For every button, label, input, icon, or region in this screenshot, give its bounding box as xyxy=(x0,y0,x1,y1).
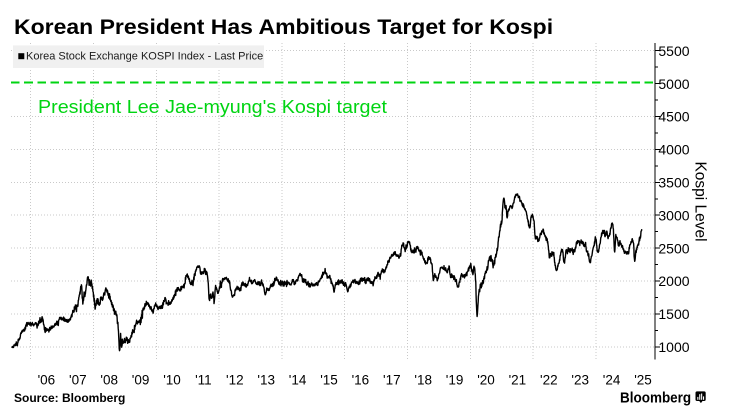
svg-text:'16: '16 xyxy=(352,373,370,388)
svg-text:4500: 4500 xyxy=(658,109,689,125)
svg-text:Korean President Has Ambitious: Korean President Has Ambitious Target fo… xyxy=(14,15,553,39)
svg-text:'13: '13 xyxy=(257,373,275,388)
svg-text:Kospi Level: Kospi Level xyxy=(692,161,709,241)
svg-text:Source: Bloomberg: Source: Bloomberg xyxy=(14,391,125,405)
svg-text:'11: '11 xyxy=(195,373,212,388)
svg-text:'15: '15 xyxy=(320,373,338,388)
svg-text:'14: '14 xyxy=(289,373,307,388)
svg-text:'18: '18 xyxy=(414,373,432,388)
svg-text:'20: '20 xyxy=(477,373,495,388)
svg-text:3000: 3000 xyxy=(658,207,689,223)
svg-text:5000: 5000 xyxy=(658,76,689,92)
svg-text:Korea Stock Exchange KOSPI Ind: Korea Stock Exchange KOSPI Index - Last … xyxy=(26,51,263,63)
svg-text:1500: 1500 xyxy=(658,306,689,322)
svg-text:'12: '12 xyxy=(226,373,244,388)
svg-text:'06: '06 xyxy=(38,373,56,388)
svg-text:4000: 4000 xyxy=(658,142,689,158)
svg-text:'19: '19 xyxy=(446,373,464,388)
svg-text:'22: '22 xyxy=(540,373,558,388)
svg-text:3500: 3500 xyxy=(658,175,689,191)
svg-text:'21: '21 xyxy=(509,373,527,388)
svg-text:'17: '17 xyxy=(383,373,401,388)
svg-text:'07: '07 xyxy=(69,373,87,388)
svg-text:'23: '23 xyxy=(571,373,589,388)
svg-text:5500: 5500 xyxy=(658,43,689,59)
svg-text:'25: '25 xyxy=(634,373,652,388)
svg-text:President Lee Jae-myung's Kosp: President Lee Jae-myung's Kospi target xyxy=(38,98,388,118)
svg-text:2000: 2000 xyxy=(658,273,689,289)
svg-text:'10: '10 xyxy=(163,373,181,388)
svg-text:'24: '24 xyxy=(603,373,621,388)
svg-text:Bloomberg: Bloomberg xyxy=(620,390,691,407)
svg-text:'08: '08 xyxy=(100,373,118,388)
svg-text:1000: 1000 xyxy=(658,339,689,355)
svg-text:2500: 2500 xyxy=(658,240,689,256)
svg-text:'09: '09 xyxy=(132,373,150,388)
